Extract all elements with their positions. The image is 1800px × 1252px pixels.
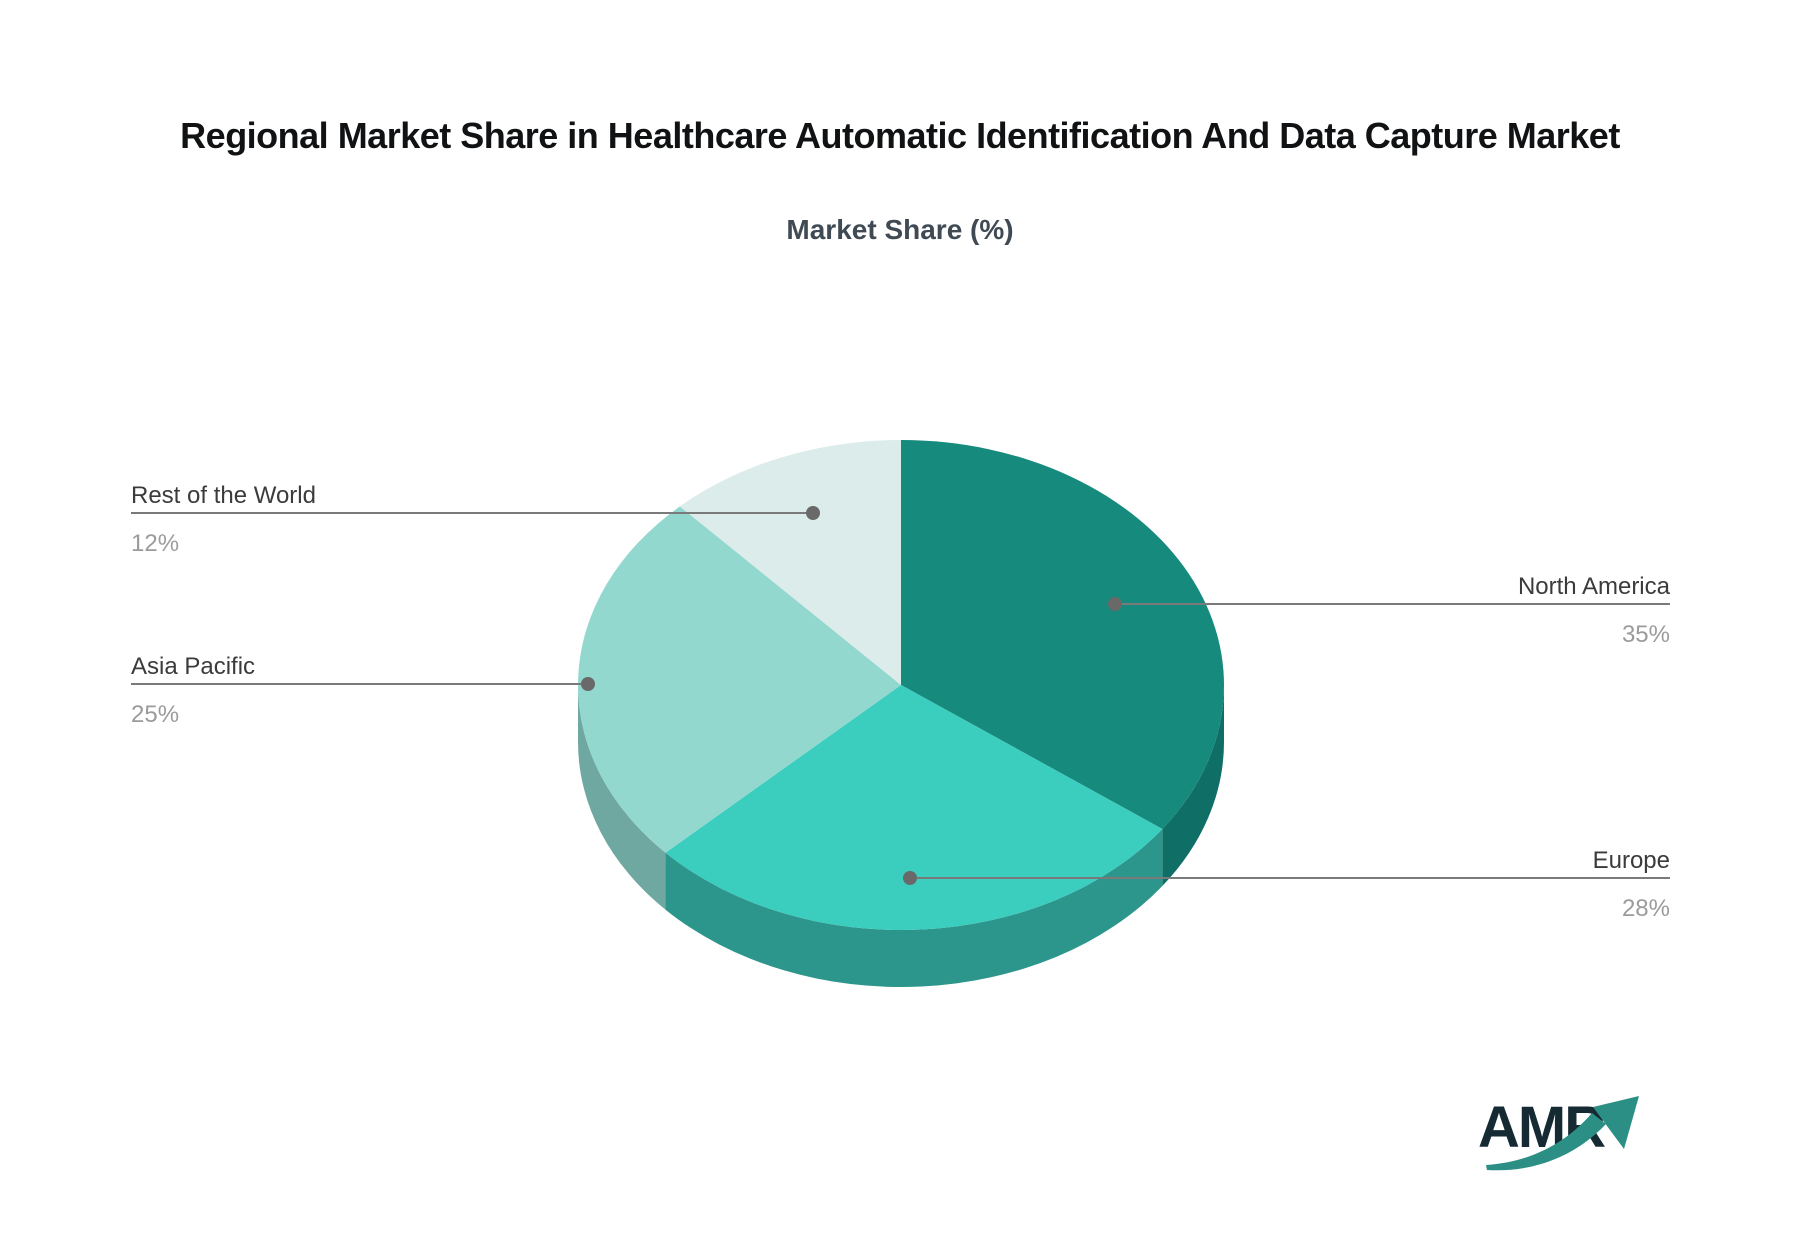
pie-slice-north-america (901, 440, 1224, 830)
slice-value-asia-pacific: 25% (131, 701, 179, 728)
slice-value-europe: 28% (1622, 895, 1670, 922)
slice-label-europe: Europe (1593, 847, 1670, 874)
slice-label-asia-pacific: Asia Pacific (131, 653, 255, 680)
pie-slice-asia-pacific (578, 506, 901, 853)
leader-dot-rest-of-the-world (806, 506, 820, 520)
leader-dot-north-america (1108, 597, 1122, 611)
slice-label-rest-of-the-world: Rest of the World (131, 482, 316, 509)
pie-slice-wall-europe (665, 829, 1163, 987)
slice-value-north-america: 35% (1622, 621, 1670, 648)
pie-slice-europe (665, 685, 1163, 931)
growth-arrow-icon (1486, 1096, 1639, 1171)
leader-dot-asia-pacific (581, 677, 595, 691)
pie-slice-wall-asia-pacific (578, 685, 666, 910)
slice-label-north-america: North America (1518, 573, 1671, 600)
slice-value-rest-of-the-world: 12% (131, 530, 179, 557)
amr-logo: AMR (1478, 1086, 1678, 1196)
pie-slice-wall-north-america (1162, 685, 1224, 887)
pie-slice-rest-of-the-world (679, 440, 901, 685)
chart-title: Regional Market Share in Healthcare Auto… (180, 115, 1620, 156)
chart-subtitle: Market Share (%) (786, 214, 1014, 245)
leader-dot-europe (903, 871, 917, 885)
